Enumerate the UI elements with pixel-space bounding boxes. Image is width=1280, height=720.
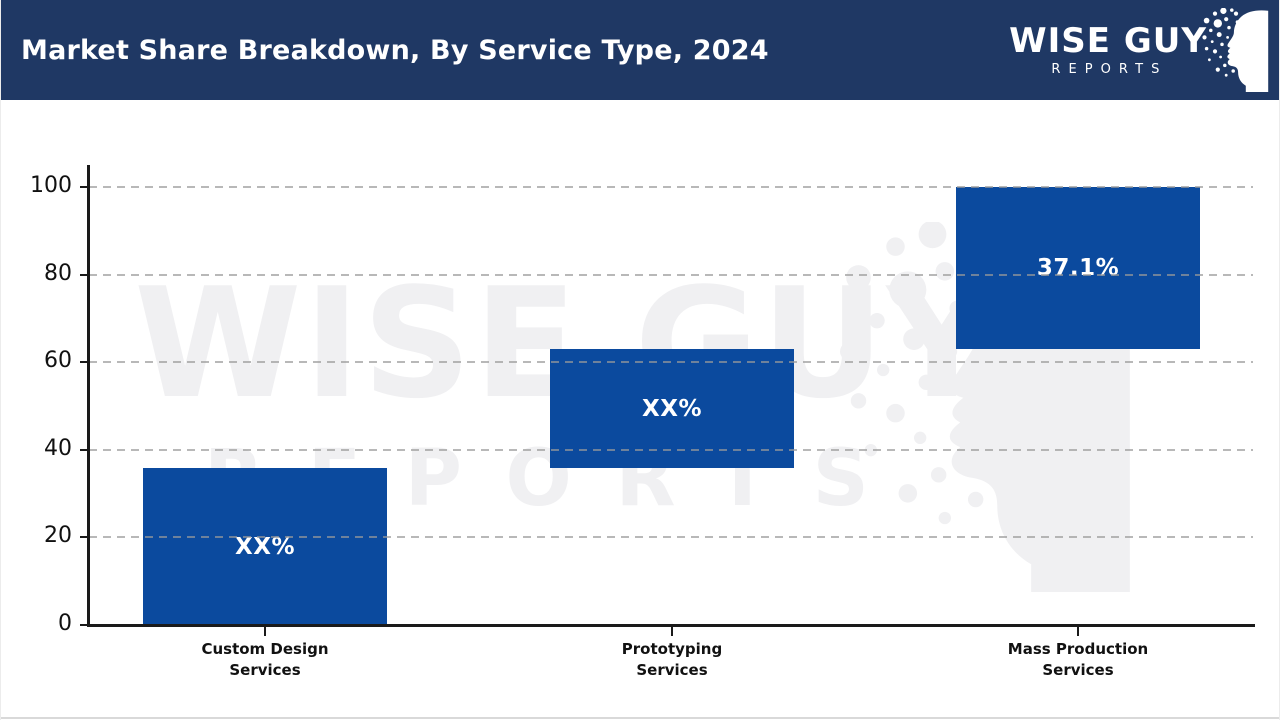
x-axis-category-label: Custom Design Services (115, 639, 415, 681)
logo-brand-name: WISE GUY (1009, 20, 1207, 61)
y-tick-label-60-text: 60 (44, 348, 72, 374)
page-title: Market Share Breakdown, By Service Type,… (21, 34, 769, 66)
logo-brand-sub: REPORTS (1051, 61, 1168, 77)
bar-segment-1: XX% (143, 468, 387, 625)
y-tick-80 (80, 273, 89, 276)
y-tick-label-20: 20 (1, 523, 72, 548)
x-axis-category-label-text: Mass Production Services (1007, 640, 1149, 679)
y-tick-20 (80, 536, 89, 539)
y-tick-label-40: 40 (1, 436, 72, 461)
y-tick-label-80: 80 (1, 261, 72, 286)
y-tick-label-80-text: 80 (44, 260, 72, 286)
gridline-100 (89, 186, 1253, 188)
bar-segment-3-text: 37.1% (1036, 255, 1120, 282)
bar-segment-2: XX% (550, 349, 794, 469)
x-tick-2 (671, 627, 673, 636)
x-tick-3 (1077, 627, 1079, 636)
gridline-80 (89, 273, 1253, 276)
bar-segment-2-text: XX% (641, 395, 702, 422)
x-tick-1 (264, 627, 266, 636)
y-tick-60 (80, 361, 89, 364)
y-tick-label-20-text: 20 (44, 523, 72, 549)
y-axis-spine (87, 165, 90, 627)
x-axis-category-label-text: Custom Design Services (201, 640, 329, 679)
x-axis-category-label: Prototyping Services (522, 639, 822, 681)
x-axis-spine (87, 624, 1255, 627)
gridline-60 (89, 361, 1253, 364)
y-tick-label-40-text: 40 (44, 435, 72, 461)
x-axis-category-label-text: Prototyping Services (621, 640, 723, 679)
y-tick-label-60: 60 (1, 348, 72, 373)
header-bar: Market Share Breakdown, By Service Type,… (1, 0, 1279, 100)
x-axis-category-label: Mass Production Services (928, 639, 1228, 681)
y-tick-label-0-text: 0 (58, 611, 72, 636)
wise-guy-logo: WISE GUY REPORTS (1009, 7, 1271, 93)
bar-segment-3: 37.1% (956, 187, 1200, 350)
y-tick-label-100: 100 (1, 173, 72, 198)
y-tick-0 (80, 624, 89, 626)
gridline-40 (89, 448, 1253, 451)
gridline-20 (89, 536, 1253, 539)
y-tick-label-0: 0 (1, 611, 72, 636)
face-profile-icon (1202, 8, 1269, 92)
y-tick-100 (80, 186, 89, 188)
y-tick-40 (80, 448, 89, 451)
logo-text: WISE GUY REPORTS (1009, 24, 1207, 77)
y-tick-label-100-text: 100 (30, 173, 72, 198)
bottom-border-line (1, 717, 1279, 719)
